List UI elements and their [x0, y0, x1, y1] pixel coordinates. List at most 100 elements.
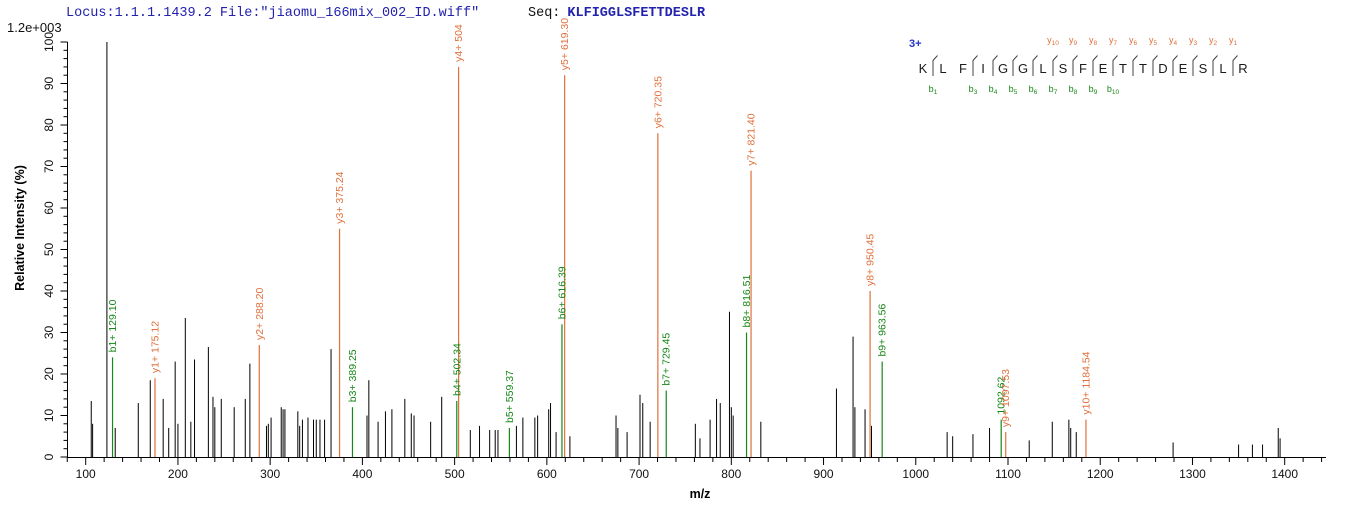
residue-letter: S — [1199, 61, 1208, 76]
fragment-divider — [972, 55, 978, 76]
x-tick-label: 800 — [721, 467, 741, 481]
fragment-ion-label: b5+ 559.37 — [504, 370, 516, 423]
residue-letter: T — [1119, 61, 1127, 76]
residue-letter: E — [1179, 61, 1188, 76]
b-ion-tick-label: b9 — [1089, 84, 1098, 96]
fragment-ion-label: b1+ 129.10 — [107, 299, 119, 352]
residue-letter: S — [1059, 61, 1068, 76]
fragment-ion-label: y7+ 821.40 — [746, 113, 758, 165]
fragment-divider — [1212, 55, 1218, 76]
fragment-ion-label: b3+ 389.25 — [347, 349, 359, 402]
fragment-ion-label: y5+ 619.30 — [559, 18, 571, 70]
sequence-text: KLFIGGLSFETTDESLR — [567, 6, 706, 21]
residue-letter: L — [1039, 61, 1046, 76]
x-tick-label: 200 — [168, 467, 188, 481]
x-tick-label: 400 — [352, 467, 372, 481]
fragment-divider — [1072, 55, 1078, 76]
y-tick-label: 40 — [42, 284, 56, 298]
x-tick-label: 1300 — [1179, 467, 1206, 481]
y-ion-tick-label: y4 — [1169, 35, 1178, 47]
seq-label: Seq: — [528, 6, 561, 21]
fragment-divider — [1012, 55, 1018, 76]
fragment-divider — [1132, 55, 1138, 76]
peaks-layer — [90, 42, 1281, 457]
b-ion-tick-label: b8 — [1069, 84, 1078, 96]
y-tick-label: 0 — [42, 453, 56, 460]
fragment-divider — [1172, 55, 1178, 76]
x-tick-label: 700 — [629, 467, 649, 481]
y-ion-tick-label: y9 — [1069, 35, 1078, 47]
residue-letter: T — [1139, 61, 1147, 76]
b-ion-tick-label: b4 — [989, 84, 998, 96]
x-tick-label: 1100 — [995, 467, 1021, 481]
y-ion-tick-label: y8 — [1089, 35, 1098, 47]
fragment-ion-label: y2+ 288.20 — [254, 288, 266, 340]
charge-label: 3+ — [909, 38, 922, 50]
y-ion-tick-label: y2 — [1209, 35, 1218, 47]
fragment-ion-label: y3+ 375.24 — [334, 171, 346, 223]
x-tick-label: 1400 — [1271, 467, 1298, 481]
fragment-divider — [1112, 55, 1118, 76]
x-tick-label: 600 — [537, 467, 557, 481]
y-tick-label: 90 — [42, 77, 56, 91]
x-axis-title: m/z — [690, 487, 711, 501]
axes: 100 200 300 400 500 600 700 800 900 1000 1100 1200 1… — [42, 32, 1326, 481]
b-ion-tick-label: b7 — [1049, 84, 1058, 96]
b-ion-tick-label: b6 — [1029, 84, 1038, 96]
x-tick-label: 1200 — [1087, 467, 1114, 481]
x-tick-label: 500 — [445, 467, 465, 481]
residue-letter: F — [1079, 61, 1087, 76]
fragment-divider — [1232, 55, 1238, 76]
fragment-divider — [1032, 55, 1038, 76]
y-ion-tick-label: y10 — [1047, 35, 1059, 47]
intensity-scale-label: 1.2e+003 — [7, 20, 62, 35]
residue-letter: D — [1158, 61, 1167, 76]
x-tick-label: 300 — [260, 467, 280, 481]
residue-letter: L — [939, 61, 946, 76]
y-axis-title: Relative Intensity (%) — [13, 165, 27, 291]
y-ion-tick-label: y7 — [1109, 35, 1118, 47]
fragment-ion-label: y10+ 1184.54 — [1080, 351, 1092, 414]
residue-letter: G — [998, 61, 1008, 76]
b-ion-tick-label: b5 — [1009, 84, 1018, 96]
residue-letter: G — [1018, 61, 1028, 76]
y-tick-label: 50 — [42, 243, 56, 257]
fragment-ion-label: b7+ 729.45 — [661, 333, 673, 386]
fragment-ion-label: y4+ 504 — [453, 24, 465, 62]
fragment-ion-label: 1092.62 — [996, 377, 1008, 415]
fragment-ion-label: b4+ 502.34 — [451, 343, 463, 396]
y-ion-tick-label: y1 — [1229, 35, 1238, 47]
y-tick-label: 20 — [42, 367, 56, 381]
x-tick-label: 900 — [814, 467, 834, 481]
fragment-ion-label: y1+ 175.12 — [149, 321, 161, 373]
residue-letter: E — [1099, 61, 1108, 76]
y-ion-tick-label: y6 — [1129, 35, 1138, 47]
fragment-divider — [1152, 55, 1158, 76]
peak-labels-layer: b1+ 129.10 y1+ 175.12 y2+ 288.20 y3+ 375.24… — [107, 18, 1092, 427]
fragment-ion-label: y9+ 1097.53 — [1000, 369, 1012, 427]
fragment-ion-label: y8+ 950.45 — [865, 234, 877, 286]
y-tick-label: 60 — [42, 201, 56, 215]
y-ion-tick-label: y5 — [1149, 35, 1158, 47]
locus-file-text: Locus:1.1.1.1439.2 File:"jiaomu_166mix_0… — [66, 6, 480, 21]
residue-letter: R — [1238, 61, 1247, 76]
fragment-ion-label: b8+ 816.51 — [741, 274, 753, 327]
x-tick-label: 100 — [76, 467, 96, 481]
fragment-divider — [1192, 55, 1198, 76]
y-tick-label: 80 — [42, 118, 56, 132]
fragment-ion-label: b6+ 616.39 — [556, 266, 568, 319]
b-ion-tick-label: b10 — [1107, 84, 1120, 96]
residue-letter: F — [959, 61, 967, 76]
b-ion-tick-label: b1 — [929, 84, 938, 96]
y-tick-label: 70 — [42, 160, 56, 174]
residue-letter: K — [919, 61, 928, 76]
y-tick-label: 10 — [42, 409, 56, 423]
fragment-ion-label: y6+ 720.35 — [652, 76, 664, 128]
fragment-ion-label: b9+ 963.56 — [877, 304, 889, 357]
y-tick-label: 100 — [42, 32, 56, 52]
residue-letter: L — [1219, 61, 1226, 76]
y-ion-tick-label: y3 — [1189, 35, 1198, 47]
